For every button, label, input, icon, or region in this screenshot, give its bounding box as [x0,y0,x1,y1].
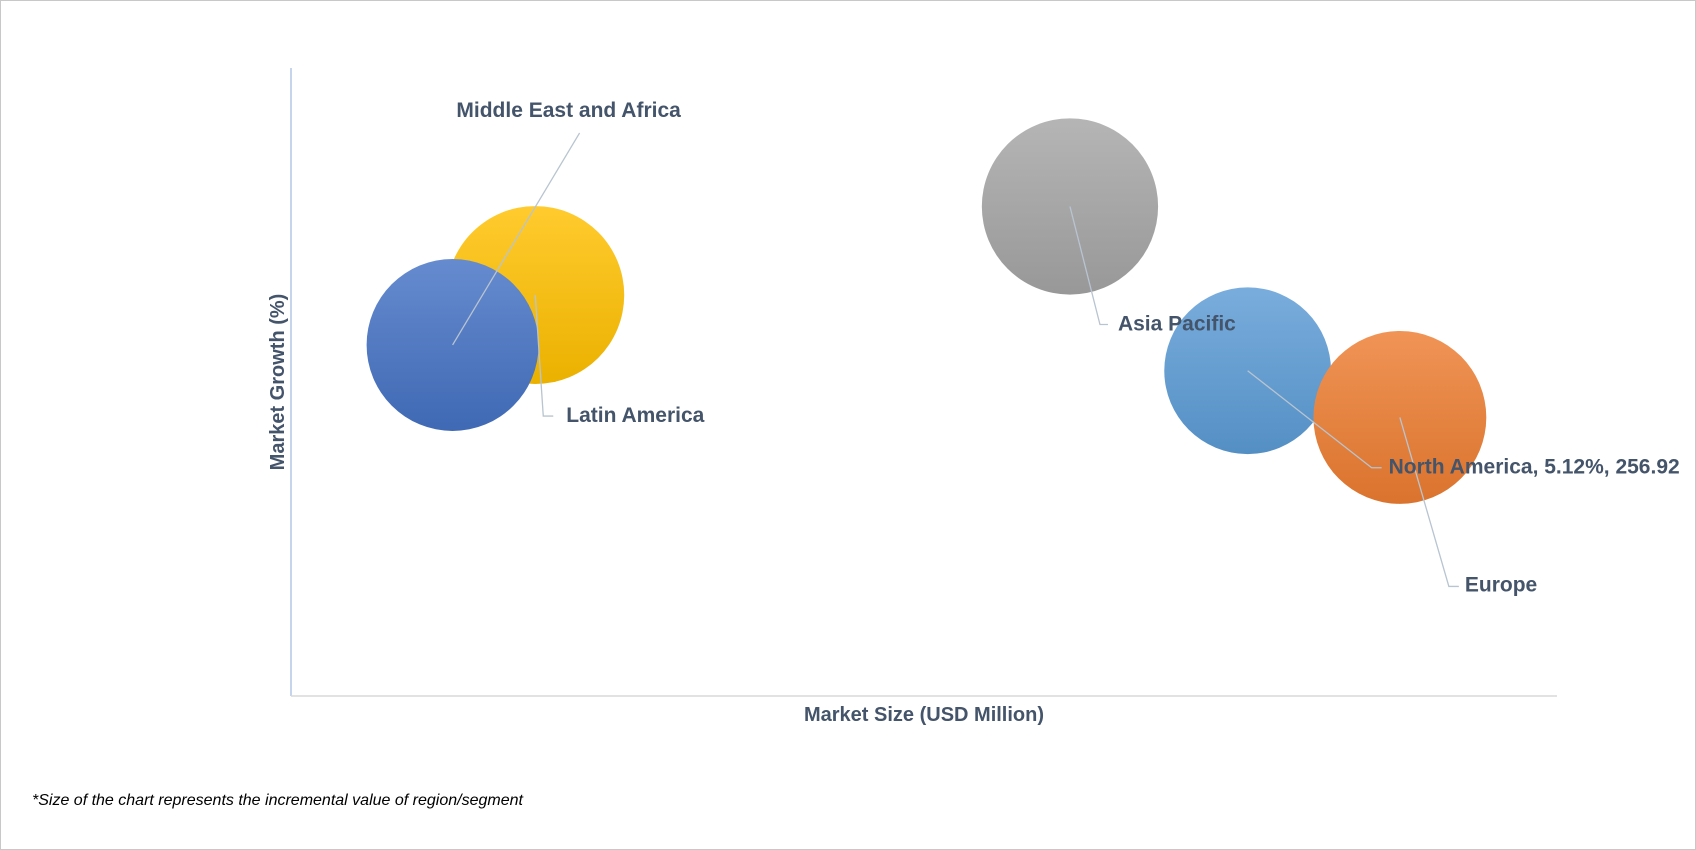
data-label-latin-america: Latin America [566,404,704,427]
chart-footnote: *Size of the chart represents the increm… [32,792,523,809]
data-label-asia-pacific: Asia Pacific [1118,312,1236,335]
leader-line-middle-east-and-africa [452,132,581,346]
data-label-europe: Europe [1465,573,1537,596]
leader-line-asia-pacific [1069,206,1108,326]
y-axis-title: Market Growth (%) [267,294,289,471]
leader-line-europe [1399,417,1459,588]
leader-line-north-america [1247,370,1382,469]
data-label-middle-east-and-africa: Middle East and Africa [456,99,681,122]
x-axis-title: Market Size (USD Million) [804,704,1044,726]
data-label-north-america: North America, 5.12%, 256.92 [1389,456,1680,479]
leader-line-latin-america [534,295,554,417]
